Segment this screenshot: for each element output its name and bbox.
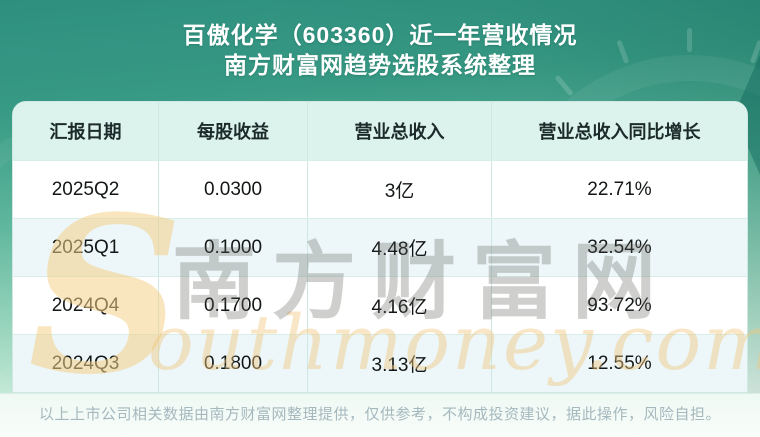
dial-tick-icon bbox=[687, 28, 692, 52]
cell-report-period: 2024Q4 bbox=[51, 294, 120, 316]
column-header-eps: 每股收益 bbox=[158, 102, 307, 160]
cell-revenue: 3.13亿 bbox=[307, 335, 491, 392]
cell-yoy-growth: 12.55% bbox=[491, 335, 747, 392]
cell-yoy-growth: 32.54% bbox=[491, 219, 747, 276]
cell-revenue: 3亿 bbox=[307, 161, 491, 218]
cell-report-period: 2024Q3 bbox=[51, 352, 120, 374]
page-title: 百傲化学（603360）近一年营收情况 bbox=[182, 22, 578, 48]
table-header-row: 汇报日期 每股收益 营业总收入 营业总收入同比增长 bbox=[13, 102, 747, 160]
footer-disclaimer: 以上上市公司相关数据由南方财富网整理提供，仅供参考，不构成投资建议，据此操作，风… bbox=[38, 406, 721, 423]
cell-revenue: 4.16亿 bbox=[307, 277, 491, 334]
column-header-total-revenue: 营业总收入 bbox=[307, 102, 491, 160]
title-block: 百傲化学（603360）近一年营收情况 南方财富网趋势选股系统整理 bbox=[0, 20, 760, 80]
cell-eps: 0.1800 bbox=[158, 335, 307, 392]
table-row: 2025Q1 0.1000 4.48亿 32.54% bbox=[13, 218, 747, 276]
cell-eps: 0.0300 bbox=[158, 161, 307, 218]
revenue-table: 汇报日期 每股收益 营业总收入 营业总收入同比增长 2025Q2 0.0300 … bbox=[12, 101, 748, 393]
cell-revenue: 4.48亿 bbox=[307, 219, 491, 276]
cell-yoy-growth: 93.72% bbox=[491, 277, 747, 334]
column-header-report-date: 汇报日期 bbox=[49, 122, 122, 142]
table-row: 2025Q2 0.0300 3亿 22.71% bbox=[13, 160, 747, 218]
column-header-yoy-growth: 营业总收入同比增长 bbox=[491, 102, 747, 160]
cell-report-period: 2025Q1 bbox=[51, 236, 120, 258]
cell-report-period: 2025Q2 bbox=[51, 178, 120, 200]
page-subtitle: 南方财富网趋势选股系统整理 bbox=[224, 52, 536, 78]
cell-eps: 0.1700 bbox=[158, 277, 307, 334]
table-row: 2024Q4 0.1700 4.16亿 93.72% bbox=[13, 276, 747, 334]
table-row: 2024Q3 0.1800 3.13亿 12.55% bbox=[13, 334, 747, 392]
cell-yoy-growth: 22.71% bbox=[491, 161, 747, 218]
cell-eps: 0.1000 bbox=[158, 219, 307, 276]
footer-strip: 以上上市公司相关数据由南方财富网整理提供，仅供参考，不构成投资建议，据此操作，风… bbox=[0, 393, 760, 437]
